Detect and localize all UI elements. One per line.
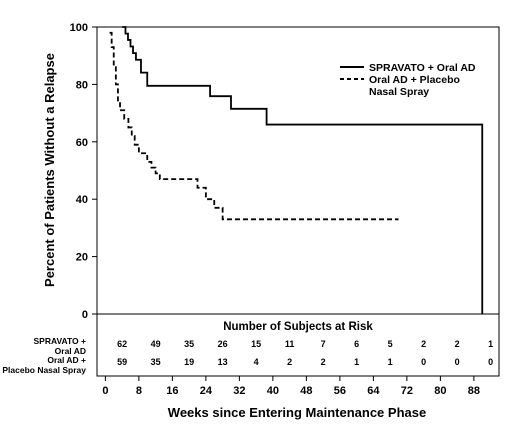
y-tick-label: 100: [70, 22, 88, 34]
x-tick-label: 8: [136, 385, 142, 397]
risk-value: 4: [254, 357, 259, 367]
x-tick-label: 32: [233, 385, 245, 397]
x-tick-label: 72: [401, 385, 413, 397]
risk-value: 35: [151, 357, 161, 367]
y-axis: 0 20 40 60 80 100: [70, 22, 97, 321]
risk-value: 2: [321, 357, 326, 367]
series-line-2: [109, 31, 399, 221]
legend-label-placebo-line1: Oral AD + Placebo: [369, 74, 460, 86]
legend-label-placebo: Oral AD + Placebo Nasal Spray: [369, 74, 463, 98]
risk-row-labels: SPRAVATO + Oral AD Oral AD + Placebo Nas…: [2, 336, 86, 375]
x-tick-label: 88: [468, 385, 480, 397]
x-tick-label: 24: [200, 385, 213, 397]
x-tick-label: 0: [102, 385, 108, 397]
risk-table-frame: [96, 313, 500, 377]
x-axis-title: Weeks since Entering Maintenance Phase: [168, 405, 426, 420]
y-tick-label: 20: [76, 252, 88, 264]
legend-label-placebo-line2: Nasal Spray: [369, 86, 429, 98]
risk-value: 13: [218, 357, 228, 367]
risk-value: 11: [285, 339, 295, 349]
series-layer: [109, 26, 484, 314]
risk-value: 26: [218, 339, 228, 349]
x-tick-label: 80: [434, 385, 446, 397]
risk-value: 6: [354, 339, 359, 349]
risk-value: 0: [455, 357, 460, 367]
risk-value: 1: [388, 357, 393, 367]
risk-value: 1: [488, 339, 493, 349]
x-tick-label: 40: [267, 385, 279, 397]
risk-value: 2: [421, 339, 426, 349]
legend: SPRAVATO + Oral AD Oral AD + Placebo Nas…: [340, 62, 476, 98]
risk-value: 7: [321, 339, 326, 349]
risk-value: 0: [421, 357, 426, 367]
risk-value: 62: [117, 339, 127, 349]
risk-value: 19: [184, 357, 194, 367]
risk-value: 1: [354, 357, 359, 367]
risk-row-1-label-line1: SPRAVATO +: [33, 336, 86, 346]
x-tick-label: 16: [166, 385, 178, 397]
risk-value: 5: [388, 339, 393, 349]
risk-value: 49: [151, 339, 161, 349]
x-axis: 0 8 16 24 32 40 48 56 64 72 80 88: [102, 376, 480, 397]
risk-value: 0: [488, 357, 493, 367]
risk-table-title: Number of Subjects at Risk: [223, 321, 373, 333]
y-tick-label: 0: [82, 309, 88, 321]
risk-row-2-label-line2: Placebo Nasal Spray: [2, 365, 86, 375]
risk-row-1-label-line2: Oral AD: [55, 346, 86, 356]
y-axis-title: Percent of Patients Without a Relapse: [42, 53, 57, 287]
risk-row-2-label-line1: Oral AD +: [47, 355, 86, 365]
risk-value: 35: [184, 339, 194, 349]
risk-values: 62 49 35 26 15 11 7 6 5 2 2 159 35 19 13 4 2 2 1 1 0 0 0: [117, 339, 493, 367]
y-tick-label: 40: [76, 194, 88, 206]
legend-label-spravato: SPRAVATO + Oral AD: [369, 62, 476, 74]
risk-value: 59: [117, 357, 127, 367]
risk-value: 15: [251, 339, 261, 349]
risk-value: 2: [287, 357, 292, 367]
x-tick-label: 64: [367, 385, 380, 397]
y-tick-label: 60: [76, 137, 88, 149]
x-tick-label: 56: [334, 385, 346, 397]
y-tick-label: 80: [76, 79, 88, 91]
x-tick-label: 48: [300, 385, 312, 397]
series-line-1: [122, 26, 484, 314]
risk-value: 2: [455, 339, 460, 349]
